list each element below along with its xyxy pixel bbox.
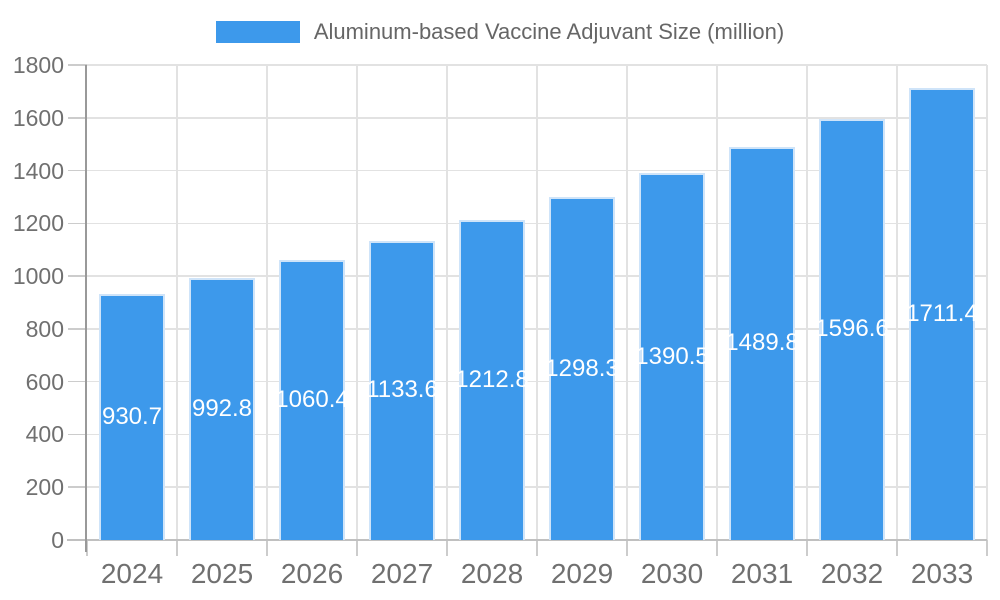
- y-axis-tick: [68, 222, 87, 225]
- bar-value-label: 1711.4: [906, 300, 978, 328]
- x-axis-tick: [986, 540, 988, 556]
- bar-value-label: 1060.4: [275, 386, 349, 414]
- bar-2029[interactable]: [549, 197, 615, 540]
- x-axis-tick: [716, 540, 718, 556]
- x-tick-label: 2024: [100, 558, 164, 589]
- y-axis-tick: [68, 328, 87, 330]
- y-axis-tick: [68, 117, 87, 119]
- gridline-vertical: [986, 65, 988, 540]
- x-axis-tick: [626, 540, 628, 556]
- x-tick-label: 2028: [460, 558, 524, 589]
- bar-value-label: 1489.8: [725, 329, 799, 357]
- x-axis-tick: [356, 540, 358, 556]
- bar-value-label: 1596.6: [815, 315, 889, 343]
- y-tick-label: 1600: [12, 104, 64, 131]
- bar-2030[interactable]: [639, 173, 705, 540]
- y-tick-label: 400: [25, 421, 64, 448]
- y-tick-label: 1200: [12, 210, 64, 237]
- x-axis-tick: [266, 540, 268, 556]
- bar-2025[interactable]: [189, 278, 255, 540]
- bar-2032[interactable]: [819, 118, 885, 540]
- x-tick-label: 2030: [640, 558, 704, 589]
- x-axis-tick: [176, 540, 178, 556]
- x-axis-tick: [536, 540, 538, 556]
- gridline-vertical: [446, 65, 448, 540]
- gridline-vertical: [356, 65, 358, 540]
- chart-legend[interactable]: Aluminum-based Vaccine Adjuvant Size (mi…: [0, 19, 1000, 45]
- y-tick-label: 1400: [12, 157, 64, 184]
- y-axis-tick: [68, 433, 87, 436]
- x-tick-label: 2025: [190, 558, 254, 589]
- bar-2027[interactable]: [369, 240, 435, 540]
- bar-2024[interactable]: [99, 294, 165, 540]
- x-tick-label: 2032: [820, 558, 884, 589]
- x-axis-tick: [806, 540, 808, 556]
- gridline-vertical: [716, 65, 718, 540]
- y-tick-label: 0: [51, 527, 64, 553]
- y-tick-label: 600: [25, 368, 64, 395]
- x-axis-tick: [896, 540, 898, 556]
- y-tick-label: 200: [25, 474, 64, 501]
- legend-label: Aluminum-based Vaccine Adjuvant Size (mi…: [313, 19, 785, 44]
- y-tick-label: 800: [25, 315, 64, 342]
- gridline-vertical: [806, 65, 808, 540]
- x-axis-line: [67, 539, 987, 541]
- bar-value-label: 1133.6: [366, 376, 438, 404]
- x-axis-tick: [446, 540, 448, 556]
- y-axis-tick: [68, 380, 87, 383]
- y-axis-tick: [68, 486, 87, 488]
- bar-value-label: 1298.3: [545, 354, 619, 382]
- bar-2028[interactable]: [459, 219, 525, 540]
- y-tick-label: 1800: [12, 52, 64, 78]
- gridline-vertical: [266, 65, 268, 540]
- bar-value-label: 930.7: [101, 403, 163, 431]
- y-axis-tick: [68, 64, 87, 66]
- gridline-vertical: [536, 65, 538, 540]
- bar-2033[interactable]: [909, 88, 975, 540]
- x-tick-label: 2027: [370, 558, 434, 589]
- bar-2031[interactable]: [729, 146, 795, 540]
- gridline-vertical: [176, 65, 178, 540]
- gridline-vertical: [896, 65, 898, 540]
- bar-2026[interactable]: [279, 260, 345, 540]
- bar-value-label: 1390.5: [635, 342, 709, 370]
- y-axis-tick: [68, 275, 87, 277]
- x-axis-tick: [86, 540, 88, 556]
- y-axis-tick: [68, 169, 87, 172]
- x-tick-label: 2031: [730, 558, 794, 589]
- bar-value-label: 992.8: [191, 395, 253, 422]
- gridline-vertical: [626, 65, 628, 540]
- x-tick-label: 2026: [280, 558, 344, 589]
- legend-swatch: [215, 21, 300, 43]
- y-tick-label: 1000: [12, 263, 64, 290]
- x-tick-label: 2029: [550, 558, 614, 589]
- bar-value-label: 1212.8: [455, 365, 529, 393]
- x-tick-label: 2033: [910, 558, 974, 589]
- y-axis-line: [85, 65, 87, 552]
